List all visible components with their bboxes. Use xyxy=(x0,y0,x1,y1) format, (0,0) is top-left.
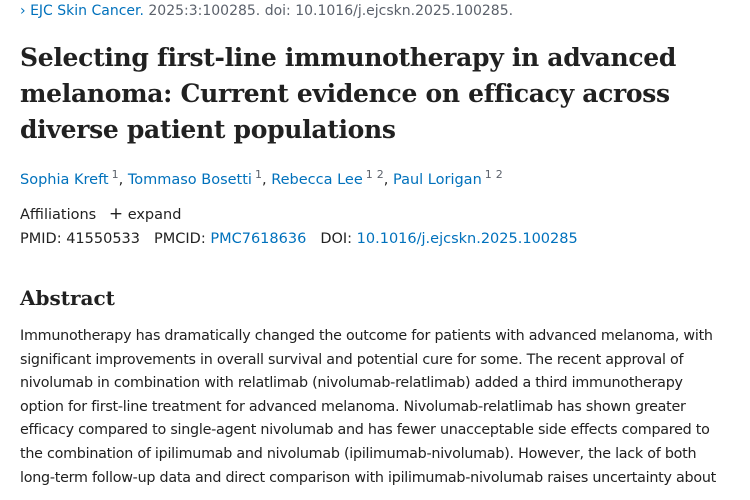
identifier-value[interactable]: PMC7618636 xyxy=(210,231,307,247)
affiliation-number[interactable]: 1 xyxy=(365,168,373,181)
abstract-text: Immunotherapy has dramatically changed t… xyxy=(20,325,716,490)
affiliation-number[interactable]: 1 xyxy=(254,168,262,181)
author-link[interactable]: Rebecca Lee xyxy=(271,171,363,188)
article-title: Selecting first-line immunotherapy in ad… xyxy=(20,40,676,148)
abstract-line: the combination of ipilimumab and nivolu… xyxy=(20,445,697,462)
chevron: › xyxy=(20,3,26,19)
identifier-label: PMID: xyxy=(20,231,62,247)
author-link[interactable]: Tommaso Bosetti xyxy=(127,171,252,188)
affiliation-numbers: 1 xyxy=(112,168,119,181)
abstract-line: nivolumab in combination with relatlimab… xyxy=(20,375,683,392)
identifier-label: PMCID: xyxy=(154,231,206,247)
author-separator: , xyxy=(383,171,389,188)
affiliations: Affiliations + expand xyxy=(20,204,181,224)
affiliation-number[interactable]: 1 xyxy=(484,168,492,181)
author-link[interactable]: Paul Lorigan xyxy=(392,171,482,188)
affiliation-number[interactable]: 2 xyxy=(495,168,503,181)
plus-icon: + xyxy=(108,204,124,224)
citation: › EJC Skin Cancer. 2025:3:100285. doi: 1… xyxy=(20,3,513,19)
abstract-heading: Abstract xyxy=(20,286,115,310)
identifier-label: DOI: xyxy=(320,231,353,247)
affiliations-label: Affiliations xyxy=(20,207,97,223)
author-list: Sophia Kreft 1, Tommaso Bosetti 1, Rebecca… xyxy=(20,168,503,188)
identifiers: PMID: 41550533 PMCID: PMC7618636 DOI: 10.1… xyxy=(20,231,592,247)
identifier-value: 41550533 xyxy=(66,231,141,247)
abstract-line: efficacy compared to single-agent nivolu… xyxy=(20,422,710,439)
title-line: melanoma: Current evidence on efficacy a… xyxy=(20,79,670,108)
abstract-line: option for first-line treatment for adva… xyxy=(20,398,686,415)
identifier-value[interactable]: 10.1016/j.ejcskn.2025.100285 xyxy=(356,231,578,247)
author-separator: , xyxy=(261,171,267,188)
expand-label: expand xyxy=(127,207,182,223)
journal-link[interactable]: EJC Skin Cancer. xyxy=(30,3,144,19)
title-line: Selecting first-line immunotherapy in ad… xyxy=(20,43,677,72)
affiliation-number[interactable]: 2 xyxy=(376,168,384,181)
abstract-line: long-term follow-up data and direct comp… xyxy=(20,469,716,486)
abstract-line: Immunotherapy has dramatically changed t… xyxy=(20,328,713,344)
title-line: diverse patient populations xyxy=(20,115,396,144)
affiliation-numbers: 1 xyxy=(255,168,262,181)
author-link[interactable]: Sophia Kreft xyxy=(20,171,109,188)
abstract-line: significant improvements in overall surv… xyxy=(20,351,684,368)
author-separator: , xyxy=(118,171,124,188)
expand-toggle[interactable]: + expand xyxy=(108,204,182,224)
citation-details: 2025:3:100285. doi: 10.1016/j.ejcskn.202… xyxy=(148,3,514,19)
affiliation-number[interactable]: 1 xyxy=(111,168,119,181)
